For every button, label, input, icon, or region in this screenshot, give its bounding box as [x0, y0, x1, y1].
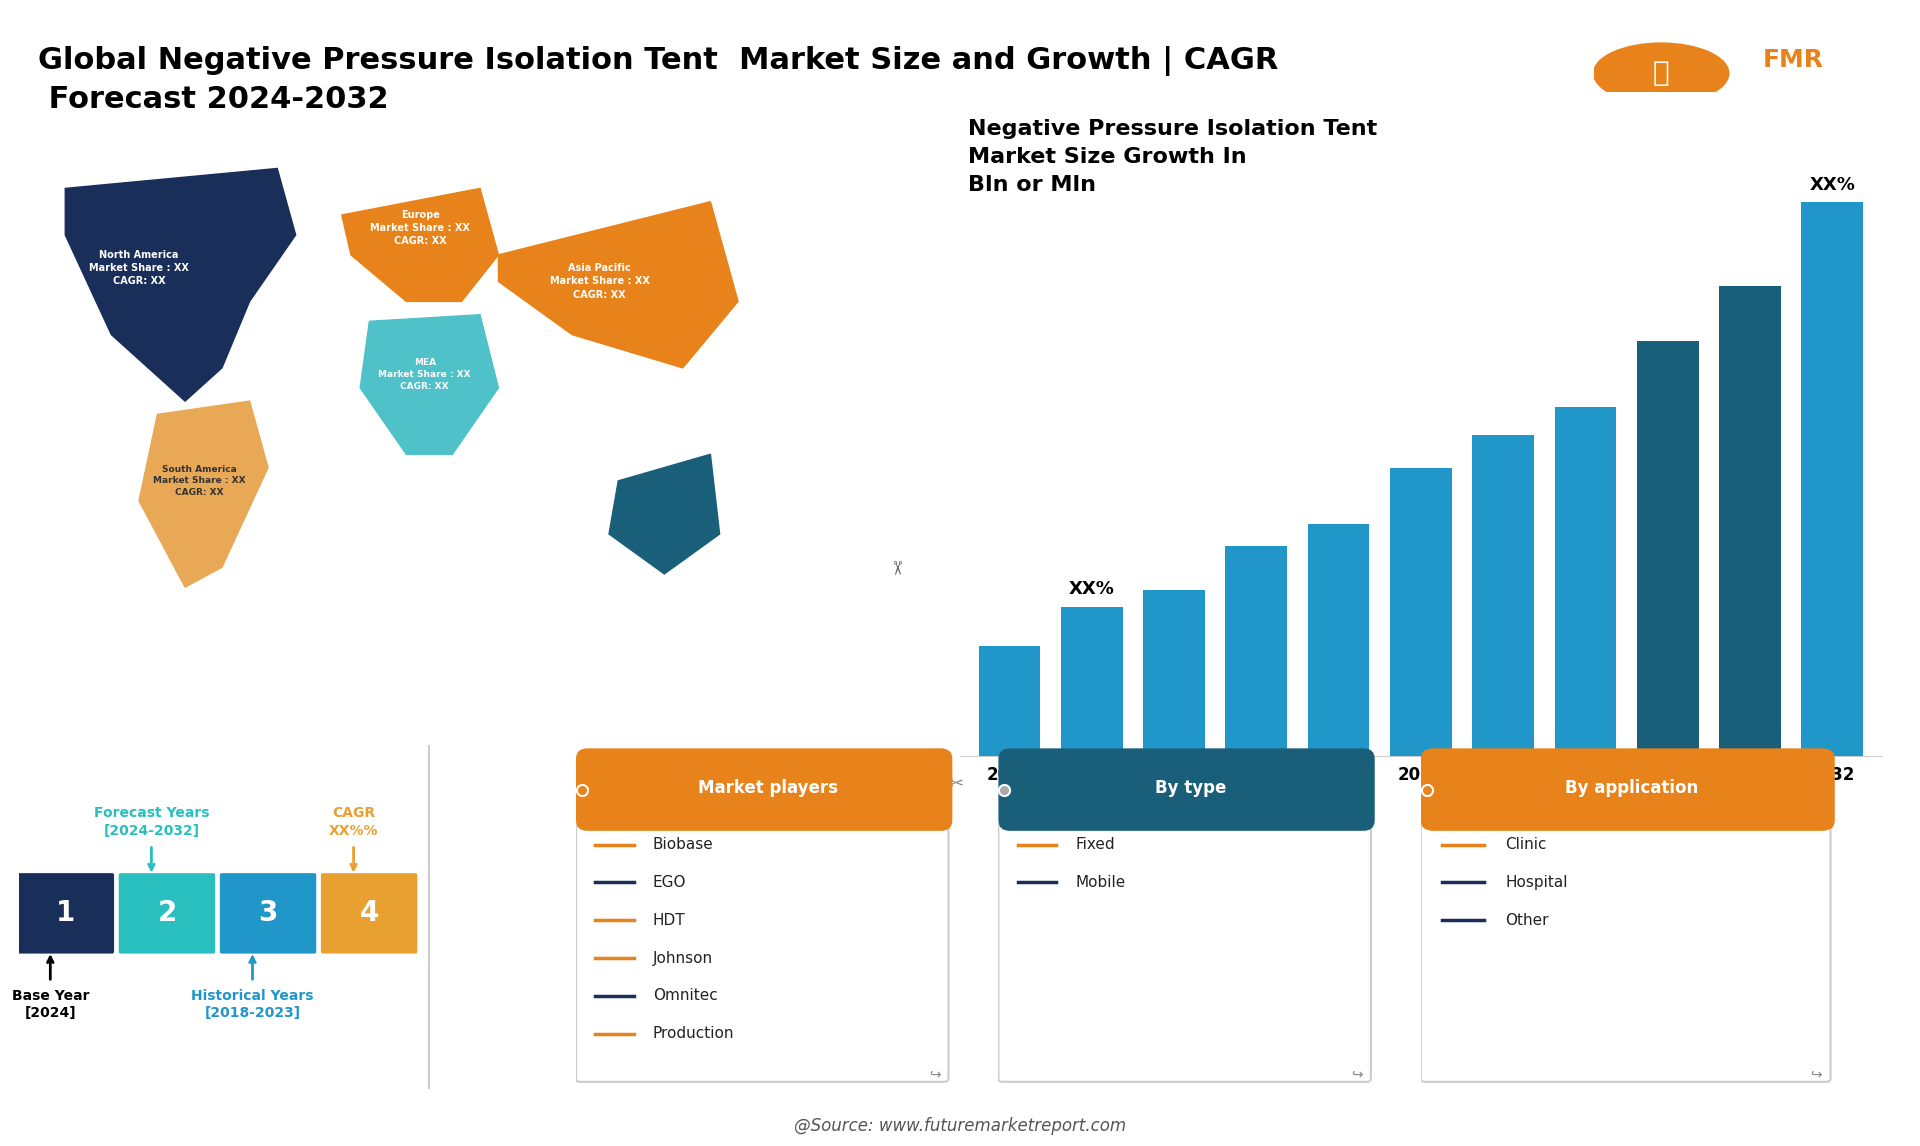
Bar	[1555, 408, 1617, 756]
Text: FUTURE MARKET REPORT: FUTURE MARKET REPORT	[1763, 96, 1859, 105]
Text: Hospital: Hospital	[1505, 874, 1569, 890]
Text: 1: 1	[56, 900, 75, 927]
Text: FMR: FMR	[1763, 48, 1824, 71]
Text: Base Year
[2024]: Base Year [2024]	[12, 989, 88, 1020]
Text: ↪: ↪	[1811, 1068, 1822, 1082]
FancyBboxPatch shape	[576, 748, 952, 831]
Text: ↪: ↪	[1352, 1068, 1363, 1082]
Bar	[1308, 524, 1369, 756]
Polygon shape	[361, 315, 499, 454]
Text: Omnitec: Omnitec	[653, 988, 718, 1004]
Text: Clinic: Clinic	[1505, 837, 1548, 853]
Text: MEA
Market Share : XX
CAGR: XX: MEA Market Share : XX CAGR: XX	[378, 359, 470, 391]
Text: Fixed: Fixed	[1075, 837, 1116, 853]
Text: Johnson: Johnson	[653, 950, 712, 966]
Polygon shape	[342, 188, 499, 301]
FancyBboxPatch shape	[321, 872, 419, 955]
Polygon shape	[138, 401, 269, 587]
Text: ✂: ✂	[948, 775, 964, 793]
Text: @Source: www.futuremarketreport.com: @Source: www.futuremarketreport.com	[795, 1116, 1125, 1135]
Text: 🏃: 🏃	[1653, 60, 1670, 87]
Text: XX%: XX%	[1069, 581, 1116, 598]
Text: 2: 2	[157, 900, 177, 927]
FancyBboxPatch shape	[117, 872, 217, 955]
Bar	[1801, 203, 1862, 756]
Text: Forecast Years
[2024-2032]: Forecast Years [2024-2032]	[94, 807, 209, 838]
Text: Production: Production	[653, 1026, 733, 1042]
Text: Asia Pacific
Market Share : XX
CAGR: XX: Asia Pacific Market Share : XX CAGR: XX	[549, 264, 649, 299]
Bar	[1060, 607, 1123, 756]
Text: Other: Other	[1505, 912, 1549, 928]
Circle shape	[1594, 44, 1728, 103]
Text: Global Negative Pressure Isolation Tent  Market Size and Growth | CAGR
 Forecast: Global Negative Pressure Isolation Tent …	[38, 46, 1279, 115]
Bar	[1390, 469, 1452, 756]
Text: South America
Market Share : XX
CAGR: XX: South America Market Share : XX CAGR: XX	[152, 464, 246, 497]
Bar	[1636, 342, 1699, 756]
Bar	[1718, 285, 1782, 756]
Text: HDT: HDT	[653, 912, 685, 928]
Text: 3: 3	[259, 900, 278, 927]
Text: By type: By type	[1154, 779, 1227, 796]
Polygon shape	[65, 168, 296, 401]
Text: Mobile: Mobile	[1075, 874, 1125, 890]
Bar	[979, 645, 1041, 756]
Text: CAGR
XX%%: CAGR XX%%	[328, 807, 378, 838]
Text: EGO: EGO	[653, 874, 685, 890]
Bar	[1142, 590, 1206, 756]
Polygon shape	[499, 202, 737, 368]
Polygon shape	[609, 454, 720, 574]
Text: ↪: ↪	[929, 1068, 941, 1082]
Text: Biobase: Biobase	[653, 837, 714, 853]
Text: XX%: XX%	[1809, 176, 1855, 194]
Text: North America
Market Share : XX
CAGR: XX: North America Market Share : XX CAGR: XX	[88, 250, 188, 286]
FancyBboxPatch shape	[998, 748, 1375, 831]
Text: 4: 4	[359, 900, 378, 927]
Text: Europe
Market Share : XX
CAGR: XX: Europe Market Share : XX CAGR: XX	[371, 210, 470, 246]
Text: By application: By application	[1565, 779, 1699, 796]
Bar	[1225, 545, 1286, 756]
FancyBboxPatch shape	[1421, 748, 1836, 831]
Bar	[1473, 435, 1534, 756]
Text: Historical Years
[2018-2023]: Historical Years [2018-2023]	[192, 989, 313, 1020]
Text: Negative Pressure Isolation Tent
Market Size Growth In
Bln or Mln: Negative Pressure Isolation Tent Market …	[968, 119, 1377, 195]
Text: Market players: Market players	[699, 779, 837, 796]
FancyBboxPatch shape	[219, 872, 317, 955]
Text: ✂: ✂	[885, 559, 904, 575]
FancyBboxPatch shape	[17, 872, 115, 955]
